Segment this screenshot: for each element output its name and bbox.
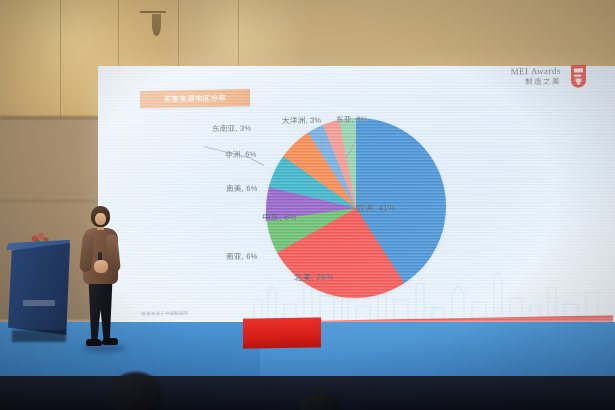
wall-lamp-icon — [152, 14, 161, 36]
pie-label-east-asia: 东亚, 3% — [336, 114, 368, 125]
pie-label-north-america: 北美, 26% — [294, 271, 334, 283]
presenter-shoe-left — [86, 339, 102, 346]
pie-chart — [203, 116, 446, 300]
logo-chinese-text: 制造之美 — [525, 76, 561, 87]
logo-text-block: MEI Awards 制造之美 — [493, 66, 561, 88]
audience-head — [110, 372, 162, 410]
slide-title-banner: 买家来源地区分布 — [140, 88, 250, 109]
lectern — [8, 243, 70, 335]
microphone-icon — [98, 252, 102, 262]
pie-label-africa: 非洲, 6% — [225, 149, 257, 160]
wall-panel-seam — [60, 0, 61, 120]
slide-title-text: 买家来源地区分布 — [163, 93, 227, 104]
presenter-hands — [94, 260, 108, 273]
presenter-face — [95, 213, 106, 225]
presenter-legs — [88, 282, 113, 342]
stage-red-riser — [243, 317, 321, 349]
pie-label-south-america: 南美, 6% — [226, 183, 258, 194]
audience-head — [300, 392, 340, 410]
lectern-shadow — [12, 330, 66, 342]
pie-label-oceania: 大洋洲, 3% — [282, 115, 322, 126]
presenter-shoe-right — [102, 338, 118, 345]
presenter-shadow — [82, 344, 126, 352]
logo-mark-icon — [571, 65, 586, 88]
presenter — [78, 206, 126, 354]
label-leader-lines — [203, 135, 359, 166]
pie-label-middle-east: 中东, 6% — [262, 211, 297, 223]
mei-awards-logo: MEI Awards 制造之美 — [493, 62, 591, 100]
pie-label-south-asia: 南亚, 6% — [226, 251, 258, 262]
projection-screen: 买家来源地区分布 MEI Awards 制造之美 — [98, 65, 615, 336]
pie-label-southeast-asia: 东南亚, 3% — [212, 123, 252, 134]
wall-panel-seam — [238, 0, 239, 120]
slide-footnote: *数据来源于中国制造网 — [140, 310, 188, 317]
presenter-neck — [97, 224, 104, 230]
lectern-top — [6, 240, 70, 250]
wall-panel-seam — [118, 0, 119, 120]
wall-lamp-arm — [140, 11, 166, 13]
lectern-logo-icon — [23, 300, 55, 306]
wall-panel-seam — [178, 0, 179, 120]
pie-label-europe: 欧洲, 41% — [356, 202, 396, 214]
